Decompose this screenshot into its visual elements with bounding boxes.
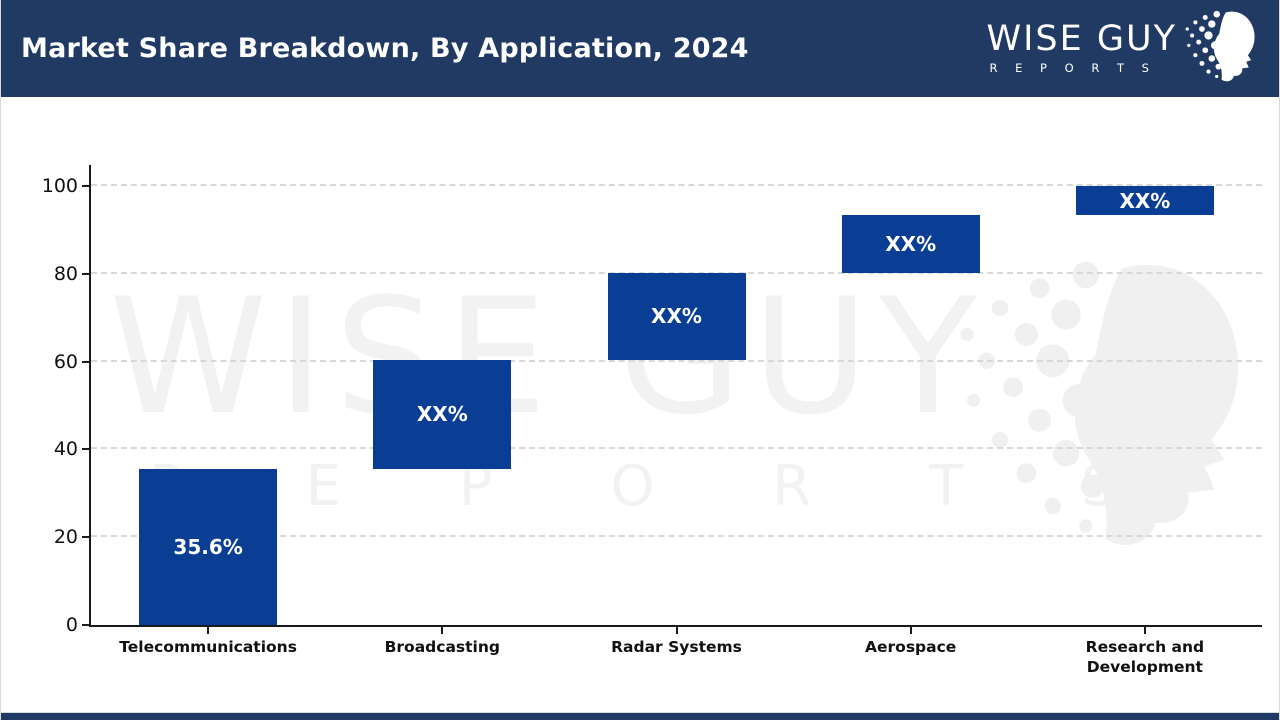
bar-value-label: XX% [416,402,468,427]
x-axis-tick [1143,625,1146,634]
bar-value-label: XX% [651,304,702,329]
y-axis-tick [82,448,91,451]
y-axis-tick-label: 100 [41,175,78,198]
watermark-line1: WISE GUY [109,263,987,450]
bar-segment: XX% [841,215,980,273]
wiseguy-face-icon [1179,5,1261,93]
wiseguy-logo-subtitle: R E P O R T S [989,61,1156,75]
bar-segment: 35.6% [139,468,278,625]
x-axis-tick [207,625,210,634]
wiseguy-logo-name: WISE GUY [986,19,1177,59]
y-axis-tick [82,536,91,539]
bar-segment: XX% [373,359,512,469]
plot-area: 0 20 40 60 80 100 35.6% Telecommunications XX% Br… [42,165,1262,676]
x-axis-tick [909,625,912,634]
y-axis-tick-label: 0 [65,614,78,636]
y-axis-tick-label: 40 [53,438,78,461]
y-axis-tick [82,624,91,626]
x-axis-category-label: Radar Systems [611,638,742,656]
y-axis-tick-label: 20 [53,526,78,549]
gridline [91,535,1262,538]
y-axis-tick [82,360,91,363]
bar-segment: XX% [607,272,746,360]
gridline [91,184,1262,187]
x-axis-tick [675,625,678,634]
bar-value-label: XX% [1119,188,1171,213]
y-axis-tick [82,272,91,275]
watermark-face-icon [934,207,1264,611]
wiseguy-logo-text: WISE GUY R E P O R T S [986,19,1177,76]
x-axis-tick [441,625,444,634]
gridline [91,359,1262,362]
x-axis-category-label: Telecommunications [119,638,297,656]
bar-segment: XX% [1075,186,1214,216]
gridline [91,447,1262,450]
watermark-line2: R E P O R T S [149,454,1167,519]
y-axis-tick-label: 80 [53,262,78,285]
x-axis-category-label: Aerospace [865,638,957,656]
x-axis-category-label: Research and Development [1085,638,1205,677]
header-bar: Market Share Breakdown, By Application, … [1,0,1279,97]
watermark-text: WISE GUY R E P O R T S [109,277,1167,515]
wiseguy-logo: WISE GUY R E P O R T S [986,5,1261,93]
bar-value-label: 35.6% [173,534,243,559]
chart-area: WISE GUY R E P O R T S 0 20 40 60 80 100 35.6%… [1,97,1279,712]
y-axis-tick-label: 60 [53,350,78,373]
x-axis-category-label: Broadcasting [384,638,500,656]
bar-value-label: XX% [885,231,937,256]
y-axis-tick [82,185,91,188]
footer-bar [1,712,1279,720]
page-title: Market Share Breakdown, By Application, … [21,33,749,64]
